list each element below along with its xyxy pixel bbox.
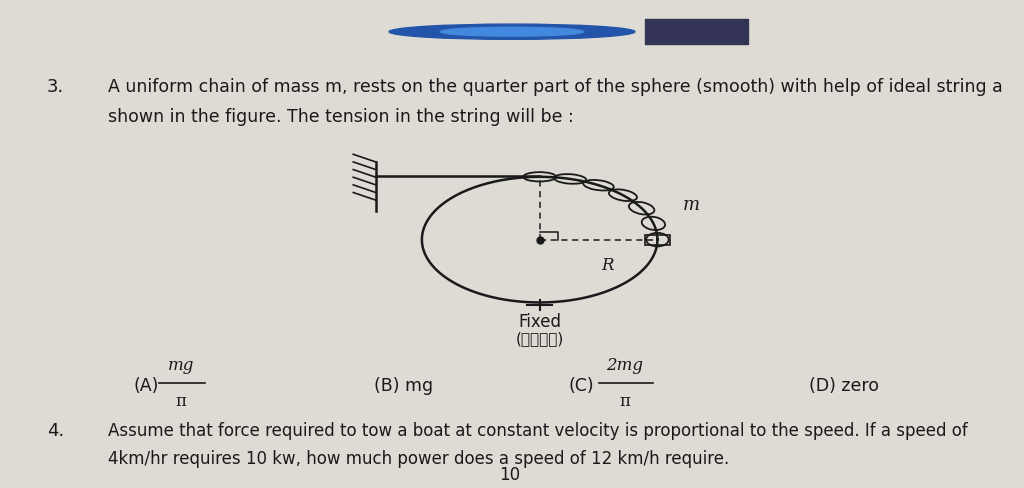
Text: 2mg: 2mg bbox=[606, 357, 643, 374]
Text: 4.: 4. bbox=[47, 422, 65, 440]
Text: 4km/hr requires 10 kw, how much power does a speed of 12 km/h require.: 4km/hr requires 10 kw, how much power do… bbox=[108, 450, 729, 468]
Text: (C): (C) bbox=[568, 377, 594, 395]
Text: A uniform chain of mass m, rests on the quarter part of the sphere (smooth) with: A uniform chain of mass m, rests on the … bbox=[108, 78, 1002, 96]
Text: (रिथर): (रिथर) bbox=[515, 331, 564, 346]
Text: 3.: 3. bbox=[47, 78, 65, 96]
Text: mg: mg bbox=[168, 357, 195, 374]
Bar bbox=[645, 19, 748, 44]
Text: π: π bbox=[620, 393, 630, 410]
Text: m: m bbox=[683, 196, 700, 214]
Circle shape bbox=[389, 24, 635, 40]
Text: (A): (A) bbox=[133, 377, 159, 395]
Text: (B) mg: (B) mg bbox=[374, 377, 433, 395]
Text: (D) zero: (D) zero bbox=[809, 377, 879, 395]
Text: shown in the figure. The tension in the string will be :: shown in the figure. The tension in the … bbox=[108, 108, 573, 126]
Text: 10: 10 bbox=[500, 466, 520, 484]
Text: Fixed: Fixed bbox=[518, 313, 561, 331]
Circle shape bbox=[440, 27, 584, 36]
Text: π: π bbox=[176, 393, 186, 410]
Text: Assume that force required to tow a boat at constant velocity is proportional to: Assume that force required to tow a boat… bbox=[108, 422, 968, 440]
Text: R: R bbox=[602, 258, 614, 274]
Bar bbox=[645, 235, 670, 244]
